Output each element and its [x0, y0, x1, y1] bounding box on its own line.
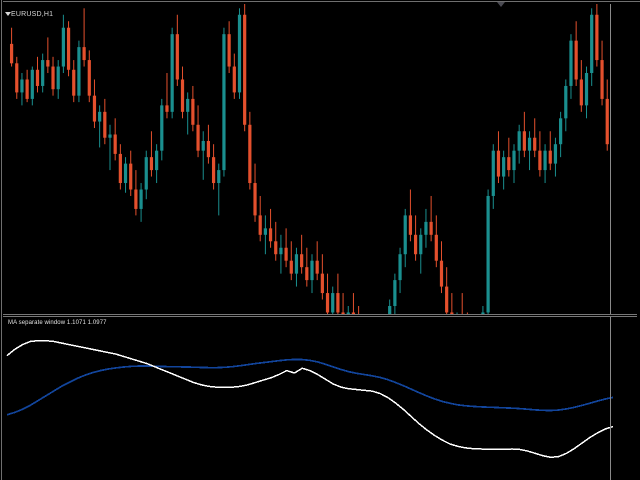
window-top-border [0, 0, 640, 4]
chevron-down-icon[interactable] [5, 12, 11, 16]
indicator-pane[interactable]: MA separate window 1.1071 1.0977 1.11461… [3, 317, 637, 480]
candlestick-plot[interactable] [3, 4, 637, 314]
price-axis-line [610, 4, 611, 314]
indicator-label: MA separate window 1.1071 1.0977 [8, 320, 107, 326]
symbol-timeframe-label: EURUSD,H1 [11, 11, 54, 18]
price-chart-pane[interactable]: EURUSD,H1 1.115901.115001.114101.113201.… [3, 4, 637, 314]
indicator-axis-line [610, 317, 611, 480]
moving-average-plot[interactable] [3, 317, 637, 480]
crosshair-marker [497, 2, 505, 7]
window-left-border [0, 0, 3, 480]
pane-divider[interactable] [3, 314, 637, 317]
